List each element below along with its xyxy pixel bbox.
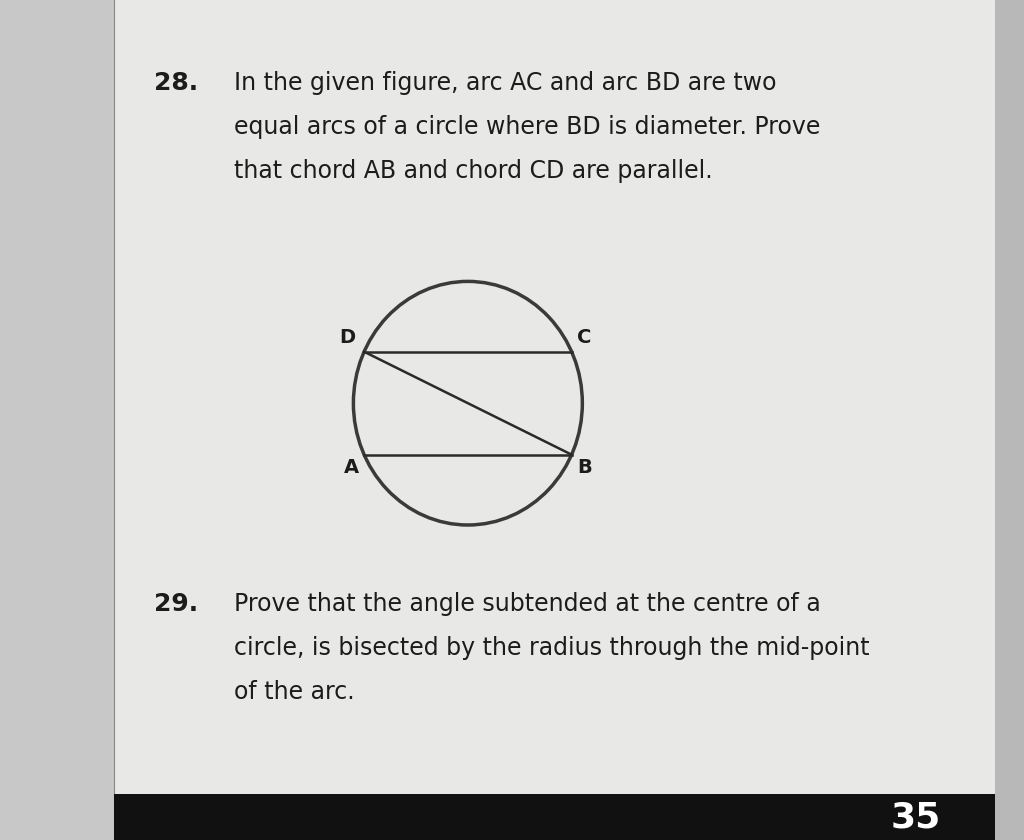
Text: 35: 35	[891, 801, 941, 834]
Text: of the arc.: of the arc.	[233, 680, 354, 704]
Bar	[115, 794, 995, 840]
Text: equal arcs of a circle where BD is diameter. Prove: equal arcs of a circle where BD is diame…	[233, 115, 820, 139]
Text: 29.: 29.	[155, 592, 199, 617]
Text: circle, is bisected by the radius through the mid-point: circle, is bisected by the radius throug…	[233, 636, 869, 660]
Text: that chord AB and chord CD are parallel.: that chord AB and chord CD are parallel.	[233, 159, 713, 183]
Text: In the given figure, arc AC and arc BD are two: In the given figure, arc AC and arc BD a…	[233, 71, 776, 96]
Text: Prove that the angle subtended at the centre of a: Prove that the angle subtended at the ce…	[233, 592, 820, 617]
Bar	[0, 0, 115, 840]
Bar	[115, 0, 995, 840]
Text: C: C	[577, 328, 592, 347]
Text: 28.: 28.	[155, 71, 199, 96]
Text: A: A	[344, 458, 358, 476]
Text: B: B	[577, 458, 592, 476]
Text: D: D	[339, 328, 355, 347]
